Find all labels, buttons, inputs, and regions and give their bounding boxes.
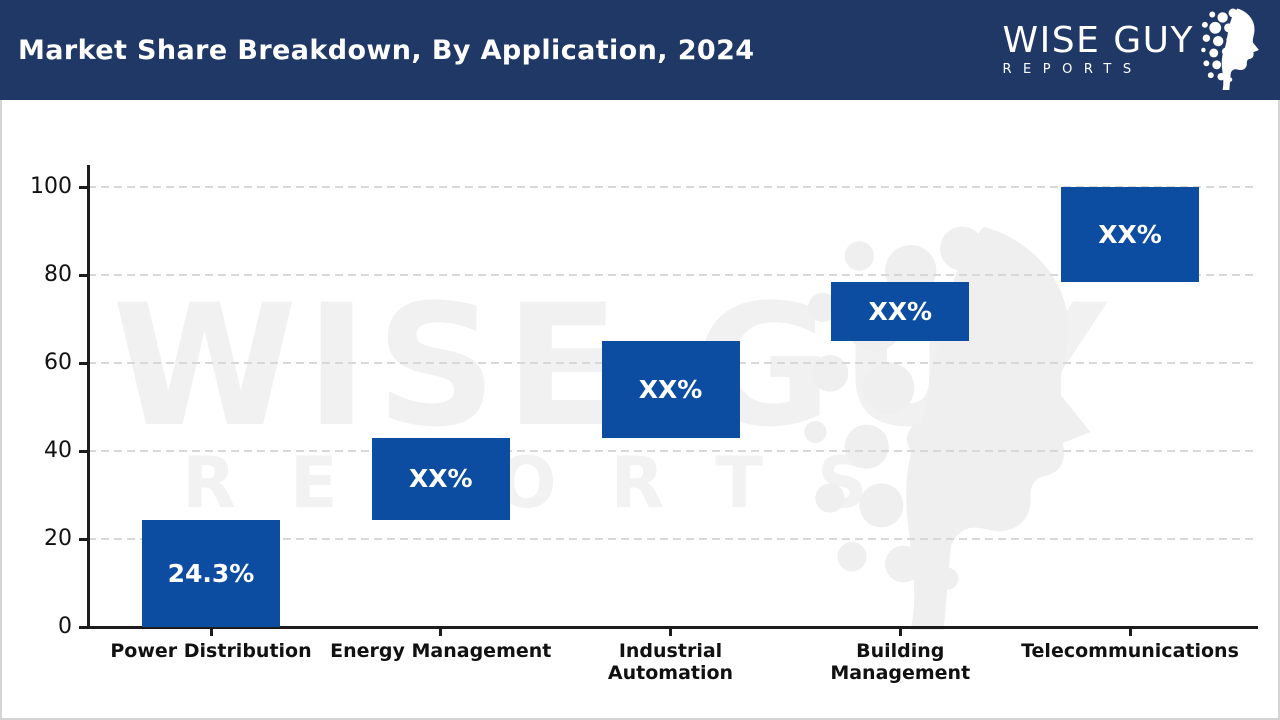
gridline <box>88 450 1258 452</box>
logo-brand-text: WISE GUY <box>1002 20 1194 61</box>
chart-header: Market Share Breakdown, By Application, … <box>0 0 1280 100</box>
x-axis-category-label: Power Distribution <box>110 640 312 662</box>
gridline <box>88 538 1258 540</box>
bar-value-label: XX% <box>408 464 473 494</box>
waterfall-bar: XX% <box>371 437 510 521</box>
waterfall-bar: XX% <box>831 281 970 341</box>
y-axis-tick-label: 100 <box>30 174 72 199</box>
x-axis-tick <box>209 627 213 636</box>
gridline <box>88 274 1258 276</box>
waterfall-bar: 24.3% <box>142 520 280 627</box>
y-axis-tick <box>79 537 88 541</box>
page-border-bottom <box>0 718 1280 720</box>
bar-value-label: XX% <box>868 296 933 326</box>
y-axis-tick-label: 60 <box>44 350 72 375</box>
y-axis-tick <box>79 185 88 189</box>
logo-text: WISE GUY REPORTS <box>999 22 1195 78</box>
y-axis-tick-label: 0 <box>58 614 72 639</box>
y-axis-tick-label: 40 <box>44 438 72 463</box>
waterfall-bar: XX% <box>601 341 740 438</box>
waterfall-bar: XX% <box>1061 187 1199 282</box>
y-axis-tick <box>79 273 88 277</box>
gridline <box>88 186 1258 188</box>
bar-value-label: 24.3% <box>167 559 255 589</box>
bar-value-label: XX% <box>1098 219 1162 249</box>
x-axis-category-label: Building Management <box>830 640 971 684</box>
page-border-right <box>1278 100 1280 720</box>
x-axis-line <box>87 626 1258 629</box>
y-axis-tick-label: 20 <box>44 526 72 551</box>
x-axis-tick <box>439 627 443 636</box>
logo-head-icon <box>1201 8 1259 90</box>
x-axis-tick <box>1128 627 1132 636</box>
y-axis-tick-label: 80 <box>44 262 72 287</box>
brand-logo: WISE GUY REPORTS <box>999 5 1271 95</box>
page-border-left <box>0 100 2 720</box>
bar-value-label: XX% <box>638 374 703 404</box>
y-axis-line <box>87 165 90 627</box>
x-axis-tick <box>669 627 672 636</box>
page-title: Market Share Breakdown, By Application, … <box>18 34 755 66</box>
logo-sub-text: REPORTS <box>1002 62 1143 77</box>
y-axis-tick <box>79 625 88 629</box>
x-axis-category-label: Telecommunications <box>1021 640 1239 662</box>
y-axis-tick <box>79 449 88 453</box>
y-axis-tick <box>79 361 88 365</box>
x-axis-category-label: Industrial Automation <box>607 640 734 684</box>
x-axis-category-label: Energy Management <box>330 640 552 662</box>
x-axis-tick <box>898 627 902 636</box>
